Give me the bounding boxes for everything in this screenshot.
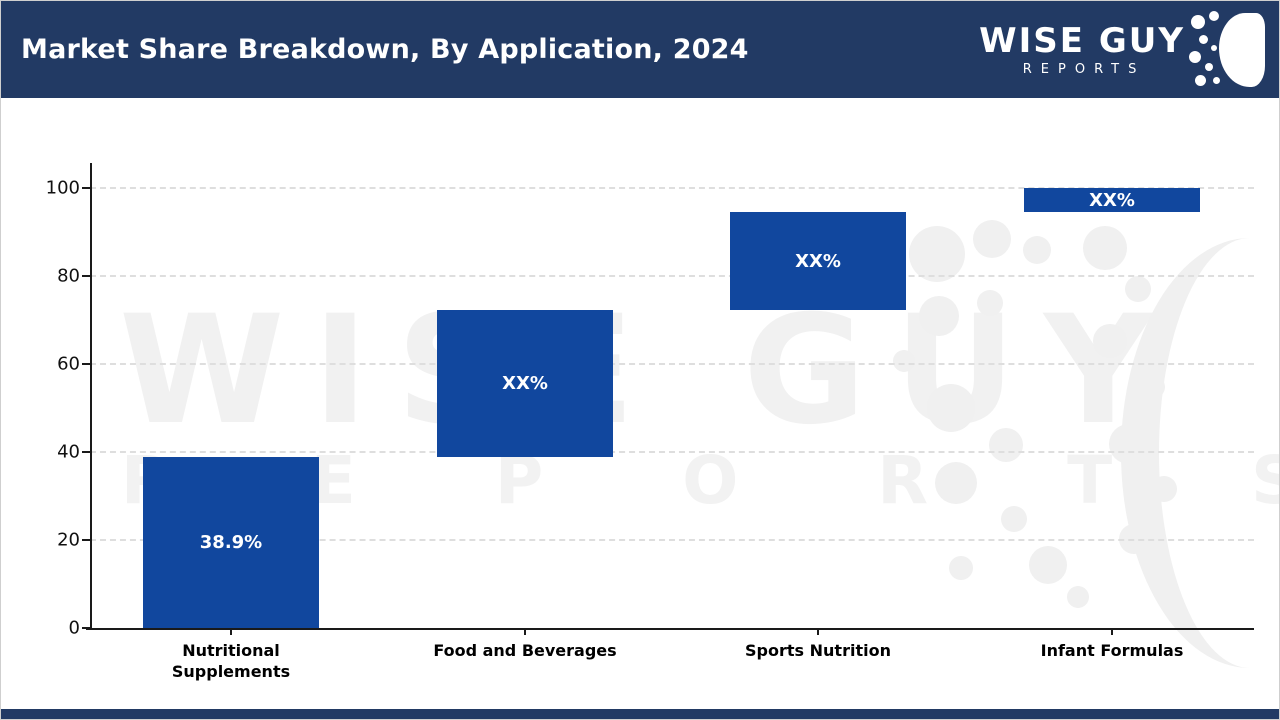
x-category-label-4: Infant Formulas xyxy=(1040,641,1184,660)
x-tick-4 xyxy=(1111,628,1113,635)
x-tick-2 xyxy=(524,628,526,635)
y-tick-100 xyxy=(82,187,90,189)
y-tick-label-100: 100 xyxy=(45,177,80,199)
y-tick-60 xyxy=(82,363,90,365)
footer-bar xyxy=(1,709,1279,719)
logo-wordmark: WISE GUY xyxy=(979,20,1185,61)
plot-area: WISE GUY R E P O R T S 0 20 40 60 80 xyxy=(1,98,1279,711)
header-bar: Market Share Breakdown, By Application, … xyxy=(1,1,1279,98)
y-tick-label-0: 0 xyxy=(68,617,80,639)
y-tick-20 xyxy=(82,539,90,541)
y-axis-line xyxy=(90,163,92,630)
bar-value-label-2: XX% xyxy=(502,372,548,394)
x-category-label-3: Sports Nutrition xyxy=(745,641,891,660)
x-category-label-1: Nutritional Supplements xyxy=(171,641,291,681)
y-tick-label-80: 80 xyxy=(57,265,80,287)
x-axis-line xyxy=(86,628,1254,630)
logo-face-icon xyxy=(1189,10,1265,89)
watermark-text: WISE GUY xyxy=(119,284,1181,458)
y-tick-40 xyxy=(82,451,90,453)
bar-3: XX% xyxy=(730,212,906,310)
gridline-100 xyxy=(90,187,1254,189)
x-tick-1 xyxy=(230,628,232,635)
gridline-40 xyxy=(90,451,1254,453)
y-tick-label-20: 20 xyxy=(57,529,80,551)
wise-guy-reports-logo: WISE GUY REPORTS xyxy=(979,10,1265,89)
gridline-60 xyxy=(90,363,1254,365)
bar-4: XX% xyxy=(1024,188,1200,213)
x-category-label-2: Food and Beverages xyxy=(433,641,617,660)
bar-value-label-3: XX% xyxy=(795,250,841,272)
y-tick-label-40: 40 xyxy=(57,441,80,463)
y-tick-label-60: 60 xyxy=(57,353,80,375)
y-tick-80 xyxy=(82,275,90,277)
x-tick-3 xyxy=(817,628,819,635)
gridline-20 xyxy=(90,539,1254,541)
bar-value-label-1: 38.9% xyxy=(199,531,263,553)
bar-2: XX% xyxy=(437,309,613,457)
page-title: Market Share Breakdown, By Application, … xyxy=(21,34,749,65)
gridline-80 xyxy=(90,275,1254,277)
bar-1: 38.9% xyxy=(143,456,319,628)
bar-value-label-4: XX% xyxy=(1089,189,1135,211)
logo-subtext: REPORTS xyxy=(1022,61,1146,77)
